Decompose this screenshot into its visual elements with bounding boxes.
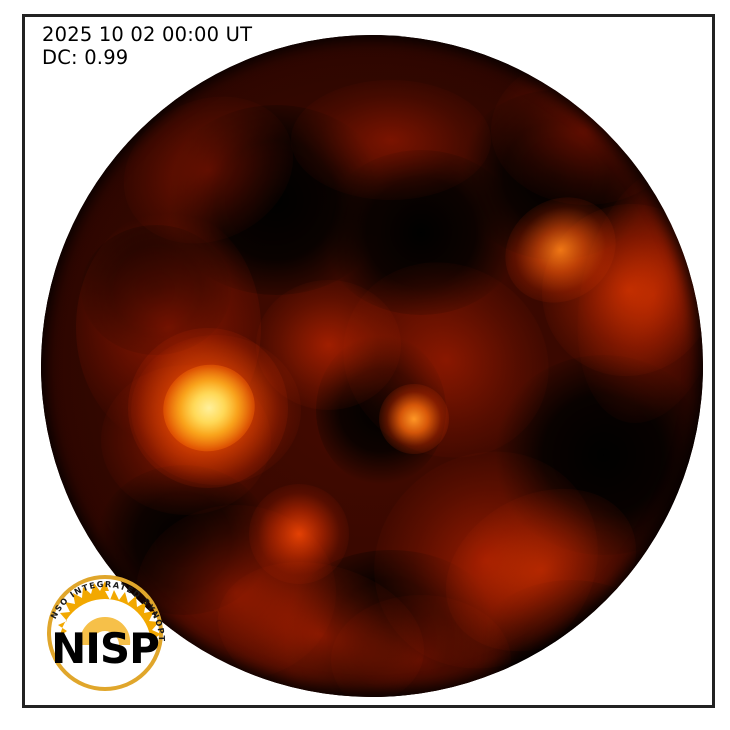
timestamp-overlay: 2025 10 02 00:00 UT DC: 0.99: [42, 23, 252, 69]
nisp-logo: NSO INTEGRATED SYNOPTIC PROGRAM NISP: [33, 567, 177, 695]
duty-cycle-label: DC: 0.99: [42, 46, 129, 69]
logo-acronym: NISP: [51, 624, 159, 673]
plot-frame: 2025 10 02 00:00 UT DC: 0.99: [22, 14, 715, 708]
observation-timestamp: 2025 10 02 00:00 UT: [42, 23, 253, 46]
